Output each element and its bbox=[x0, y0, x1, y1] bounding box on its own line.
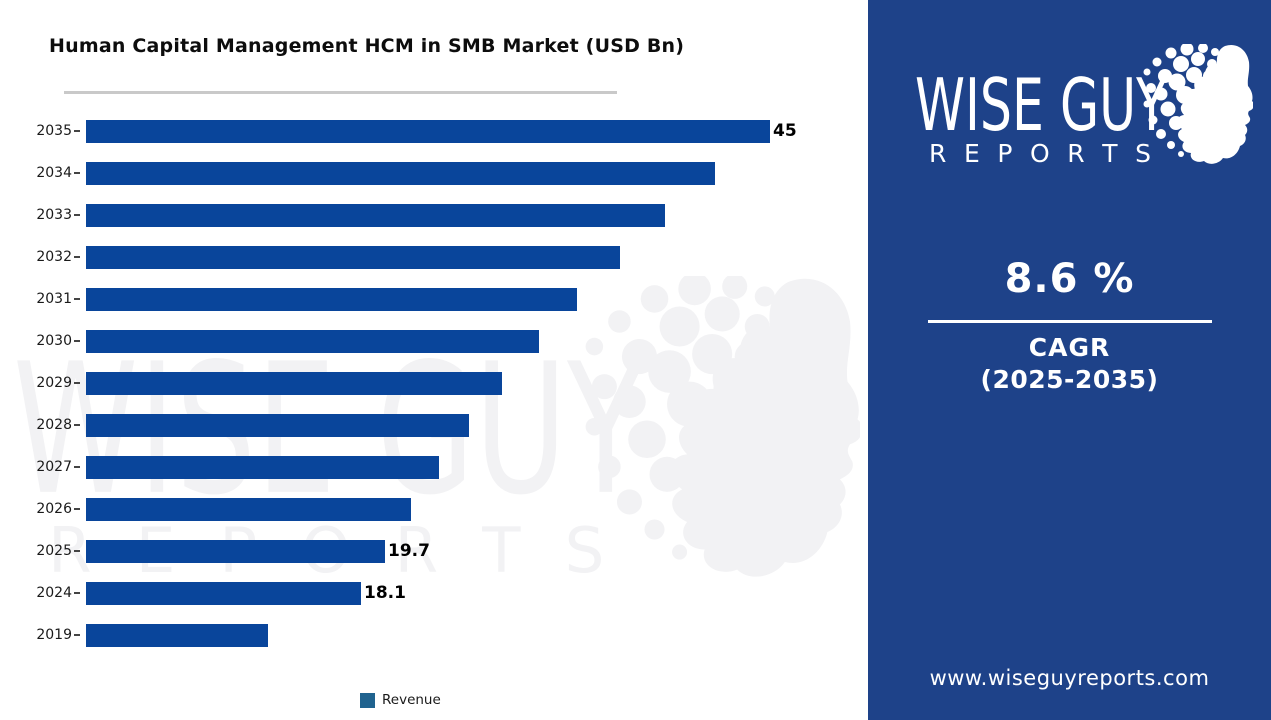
legend: Revenue bbox=[360, 692, 441, 708]
axis-tick bbox=[74, 466, 80, 468]
year-label: 2028 bbox=[36, 417, 72, 433]
bar-row: 2030 bbox=[0, 320, 868, 362]
legend-label: Revenue bbox=[382, 692, 441, 708]
year-label: 2035 bbox=[36, 123, 72, 139]
title-underline bbox=[64, 91, 617, 94]
year-label: 2034 bbox=[36, 165, 72, 181]
brand-panel: 8.6 % CAGR (2025-2035) www.wiseguyreport… bbox=[868, 0, 1271, 720]
revenue-bar bbox=[86, 623, 268, 647]
chart-area: WISE GUY R E P O R T S bbox=[0, 35, 868, 708]
bar-row: 2032 bbox=[0, 236, 868, 278]
axis-tick bbox=[74, 550, 80, 552]
bar-row: 2029 bbox=[0, 362, 868, 404]
year-label: 2029 bbox=[36, 375, 72, 391]
bar-row: 2025 19.7 bbox=[0, 530, 868, 572]
cagr-value: 8.6 % bbox=[1004, 256, 1135, 302]
value-label: 19.7 bbox=[388, 541, 430, 561]
axis-tick bbox=[74, 298, 80, 300]
axis-tick bbox=[74, 214, 80, 216]
year-label: 2027 bbox=[36, 459, 72, 475]
year-label: 2026 bbox=[36, 501, 72, 517]
year-label: 2032 bbox=[36, 249, 72, 265]
bar-row: 2035 45 bbox=[0, 110, 868, 152]
year-label: 2025 bbox=[36, 543, 72, 559]
value-label: 45 bbox=[773, 121, 797, 141]
bar-row: 2027 bbox=[0, 446, 868, 488]
year-label: 2030 bbox=[36, 333, 72, 349]
wiseguy-logo bbox=[915, 44, 1253, 168]
bar-row: 2031 bbox=[0, 278, 868, 320]
bar-row: 2024 18.1 bbox=[0, 572, 868, 614]
revenue-bar bbox=[86, 371, 502, 395]
revenue-bar bbox=[86, 455, 439, 479]
axis-tick bbox=[74, 172, 80, 174]
cagr-divider bbox=[927, 320, 1212, 323]
bar-row: 2034 bbox=[0, 152, 868, 194]
bar-row: 2033 bbox=[0, 194, 868, 236]
bar-row: 2028 bbox=[0, 404, 868, 446]
bar-row: 2026 bbox=[0, 488, 868, 530]
axis-tick bbox=[74, 130, 80, 132]
revenue-bar bbox=[86, 413, 469, 437]
revenue-bar bbox=[86, 539, 385, 563]
year-label: 2033 bbox=[36, 207, 72, 223]
revenue-bar bbox=[86, 497, 411, 521]
legend-swatch-revenue bbox=[360, 692, 375, 708]
axis-tick bbox=[74, 382, 80, 384]
cagr-range: (2025-2035) bbox=[980, 365, 1159, 394]
cagr-block: 8.6 % CAGR (2025-2035) bbox=[868, 256, 1271, 394]
revenue-bar bbox=[86, 245, 620, 269]
year-label: 2031 bbox=[36, 291, 72, 307]
revenue-bar bbox=[86, 161, 715, 185]
bar-plot: 2035 45 2034 2033 2032 bbox=[0, 110, 868, 656]
axis-tick bbox=[74, 256, 80, 258]
axis-tick bbox=[74, 340, 80, 342]
year-label: 2024 bbox=[36, 585, 72, 601]
revenue-bar bbox=[86, 329, 539, 353]
axis-tick bbox=[74, 424, 80, 426]
value-label: 18.1 bbox=[364, 583, 406, 603]
chart-title: Human Capital Management HCM in SMB Mark… bbox=[49, 35, 685, 57]
revenue-bar bbox=[86, 581, 361, 605]
revenue-bar bbox=[86, 287, 577, 311]
revenue-bar bbox=[86, 203, 665, 227]
revenue-bar bbox=[86, 119, 770, 143]
axis-tick bbox=[74, 634, 80, 636]
cagr-title: CAGR bbox=[1028, 333, 1111, 362]
axis-tick bbox=[74, 508, 80, 510]
bar-row: 2019 bbox=[0, 614, 868, 656]
website-url: www.wiseguyreports.com bbox=[929, 666, 1210, 690]
axis-tick bbox=[74, 592, 80, 594]
year-label: 2019 bbox=[36, 627, 72, 643]
